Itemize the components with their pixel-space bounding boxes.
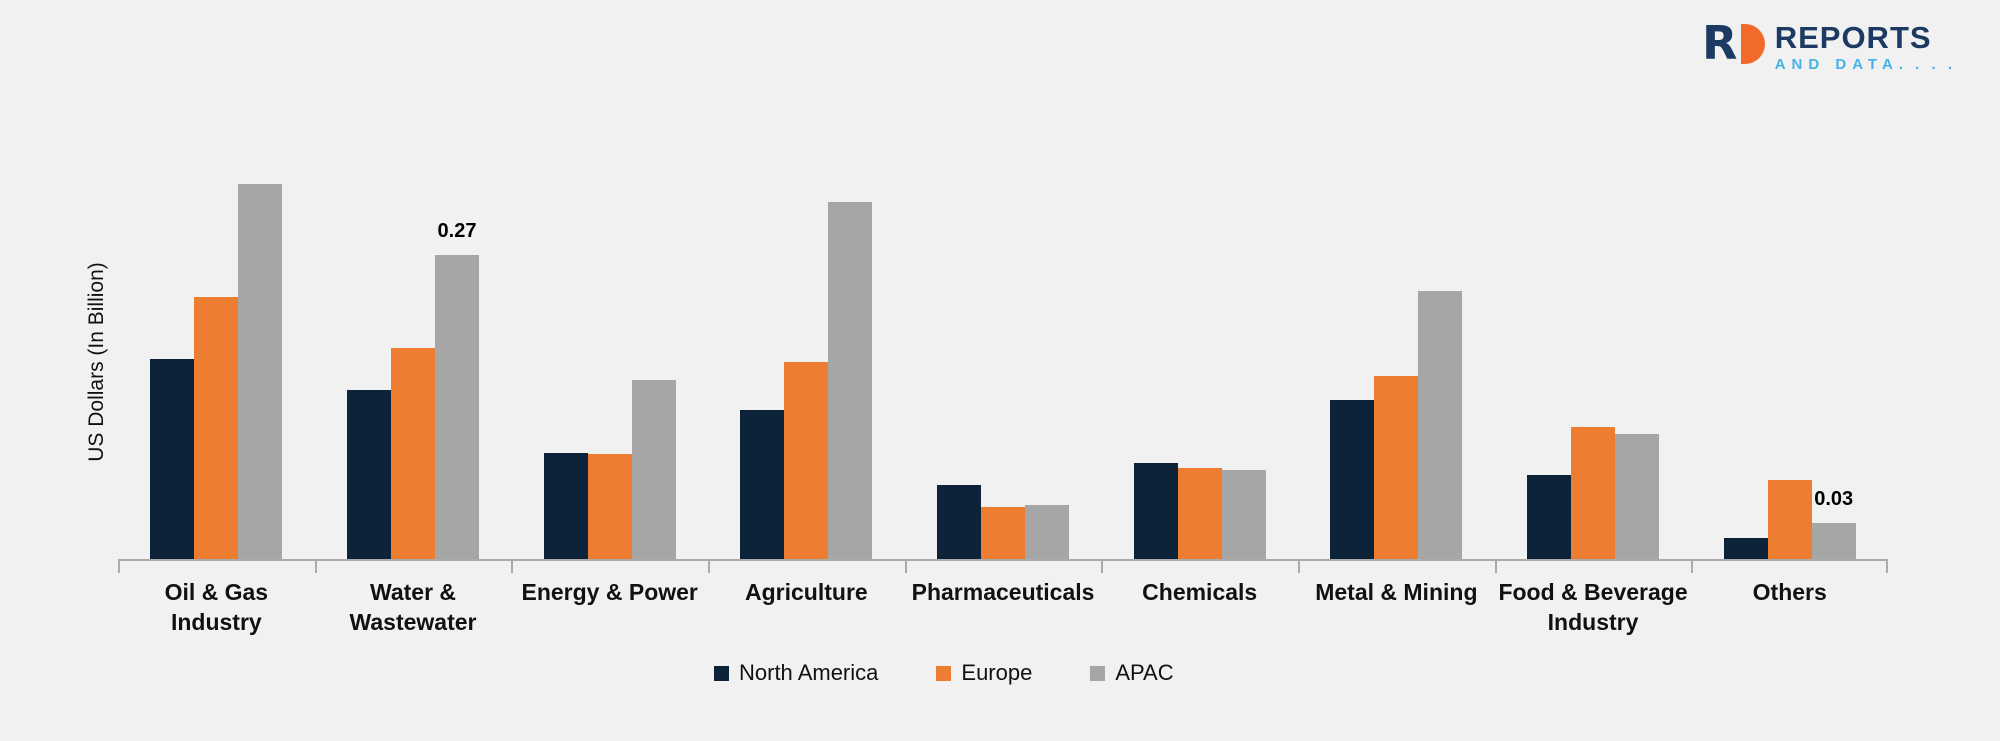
axis-tick	[511, 561, 513, 573]
bar-apac	[1418, 291, 1463, 559]
axis-tick	[905, 561, 907, 573]
category-label-pharmaceuticals: Pharmaceuticals	[911, 579, 1095, 605]
bar-value-label: 0.27	[437, 220, 477, 242]
bar-apac	[631, 380, 676, 559]
bar-europe	[1177, 468, 1222, 559]
bar-europe	[784, 362, 829, 559]
axis-tick	[118, 561, 120, 573]
rd-logo-icon: R	[1702, 22, 1765, 66]
logo-text: REPORTS AND DATA. . . .	[1775, 22, 1956, 72]
legend-item-apac: APAC	[1090, 660, 1174, 686]
legend-item-europe: Europe	[936, 660, 1032, 686]
bar-north-america	[347, 390, 391, 559]
legend-label: North America	[739, 660, 879, 685]
logo-dots: . . . .	[1898, 56, 1956, 73]
bar-europe	[391, 348, 435, 559]
x-axis-line	[118, 559, 1888, 561]
bar-europe	[587, 454, 632, 559]
category-label-water-wastewater: Water & Wastewater	[349, 579, 477, 635]
legend: North America Europe APAC	[714, 660, 1174, 686]
category-group-agriculture	[708, 165, 905, 559]
bar-north-america	[740, 410, 785, 559]
category-group-water-wastewater: 0.27	[315, 165, 512, 559]
category-label-others: Others	[1752, 579, 1827, 605]
legend-item-north-america: North America	[714, 660, 878, 686]
axis-tick	[1886, 561, 1888, 573]
bar-apac	[828, 202, 873, 559]
category-group-energy-power	[511, 165, 708, 559]
category-group-oil-gas-industry	[118, 165, 315, 559]
bar-europe	[194, 297, 239, 559]
bar-apac	[238, 184, 283, 559]
logo-subtitle: AND DATA. . . .	[1774, 56, 1956, 73]
bar-europe	[981, 507, 1026, 559]
bar-north-america	[937, 485, 982, 559]
category-group-others: 0.03	[1691, 165, 1888, 559]
bar-value-label: 0.03	[1814, 488, 1854, 510]
category-group-food-beverage-industry	[1495, 165, 1692, 559]
bar-north-america	[543, 453, 588, 559]
bars-row: 0.27 0.03	[118, 165, 1888, 573]
bar-apac	[1025, 505, 1070, 559]
category-group-metal-mining	[1298, 165, 1495, 559]
bar-apac	[1221, 470, 1266, 559]
bar-apac: 0.03	[1811, 488, 1856, 559]
legend-swatch-north-america	[714, 665, 729, 681]
category-label-chemicals: Chemicals	[1142, 579, 1258, 605]
axis-tick	[1495, 561, 1497, 573]
logo-mark-r: R	[1702, 22, 1737, 66]
axis-tick	[1691, 561, 1693, 573]
bar-north-america	[150, 359, 195, 559]
axis-tick	[1298, 561, 1300, 573]
axis-tick	[708, 561, 710, 573]
logo-mark-d	[1740, 24, 1765, 64]
bar-europe	[1571, 427, 1616, 559]
category-label-metal-mining: Metal & Mining	[1315, 579, 1478, 605]
bar-north-america	[1723, 538, 1768, 559]
legend-label: Europe	[961, 660, 1033, 685]
category-label-energy-power: Energy & Power	[521, 579, 698, 605]
legend-swatch-apac	[1090, 665, 1106, 681]
legend-label: APAC	[1115, 660, 1174, 685]
category-group-chemicals	[1101, 165, 1298, 559]
legend-swatch-europe	[936, 665, 952, 681]
category-group-pharmaceuticals	[905, 165, 1102, 559]
bar-apac: 0.27	[435, 220, 479, 559]
bar-north-america	[1133, 463, 1178, 559]
category-label-agriculture: Agriculture	[745, 579, 868, 605]
bar-europe	[1374, 376, 1419, 559]
y-axis-label: US Dollars (In Billion)	[85, 262, 108, 462]
logo-title: REPORTS	[1774, 20, 1932, 55]
reports-and-data-logo: R REPORTS AND DATA. . . .	[1702, 22, 1956, 72]
bar-apac	[1615, 434, 1660, 559]
plot-area: 0.27 0.03 Oil & Gas Industry Water & Waste…	[118, 165, 1888, 637]
axis-tick	[315, 561, 317, 573]
category-label-food-beverage-industry: Food & Beverage Industry	[1498, 579, 1688, 635]
bar-north-america	[1527, 475, 1572, 559]
axis-tick	[1101, 561, 1103, 573]
category-label-oil-gas-industry: Oil & Gas Industry	[164, 579, 269, 635]
category-labels-row: Oil & Gas Industry Water & Wastewater Ener…	[118, 577, 1888, 637]
bar-europe	[1767, 480, 1812, 559]
bar-north-america	[1330, 400, 1375, 559]
